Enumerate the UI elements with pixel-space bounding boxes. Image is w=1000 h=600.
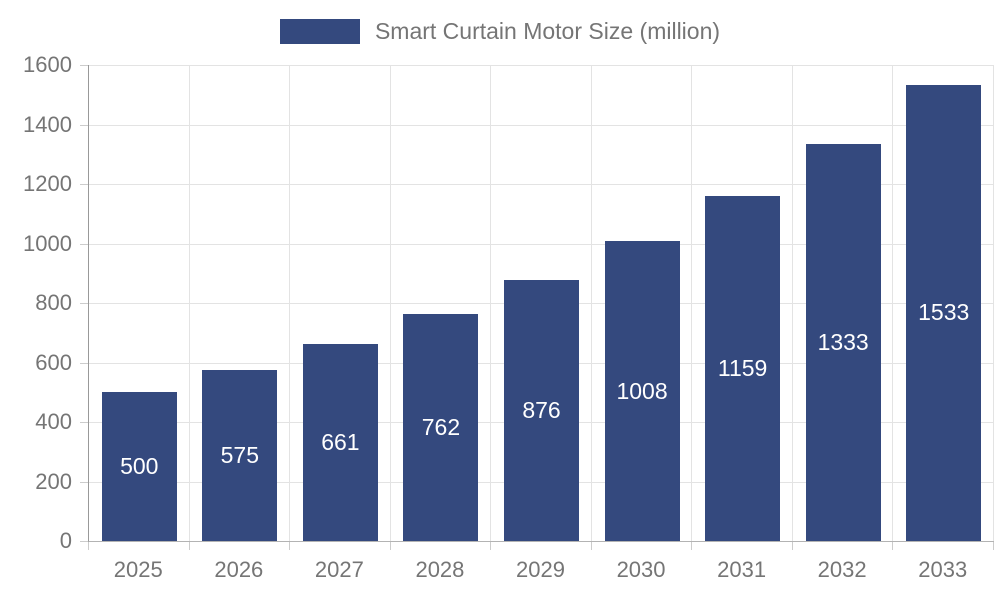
y-axis-tick-mark <box>80 303 88 304</box>
gridline-horizontal <box>89 184 994 185</box>
y-axis-tick-label: 1600 <box>23 52 72 77</box>
gridline-vertical <box>490 65 492 541</box>
legend-item[interactable]: Smart Curtain Motor Size (million) <box>0 18 1000 45</box>
bar-value-label: 1159 <box>717 355 768 382</box>
y-axis-tick-label: 1400 <box>23 111 72 137</box>
x-axis-tick-mark <box>892 542 894 550</box>
bar-2033: 1533 <box>906 84 982 541</box>
y-axis-tick-mark <box>80 124 88 126</box>
x-axis-tick-label: 2032 <box>817 557 867 582</box>
x-axis-tick-label: 2029 <box>516 557 565 582</box>
gridline-vertical <box>590 65 592 541</box>
y-axis-tick-mark <box>80 65 88 66</box>
gridline-horizontal <box>89 243 994 245</box>
gridline-vertical <box>993 65 994 541</box>
x-axis-tick-mark <box>289 542 291 550</box>
y-axis-tick-mark <box>80 541 88 542</box>
y-axis-tick-label: 600 <box>35 349 72 375</box>
y-axis-tick-label: 1200 <box>23 171 72 196</box>
x-axis-tick-label: 2027 <box>314 557 364 582</box>
bar-2026: 575 <box>202 369 278 541</box>
y-axis-tick-label: 800 <box>35 290 72 315</box>
y-axis-tick-mark <box>80 243 88 245</box>
y-axis-tick-label: 200 <box>35 468 72 494</box>
plot-area: 500 575 661 762 876 1008 1159 1333 1533 <box>88 65 994 542</box>
gridline-vertical <box>389 65 391 541</box>
bar-value-label: 1533 <box>918 299 970 326</box>
y-axis-tick-label: 400 <box>35 409 72 434</box>
x-axis-tick-mark <box>389 542 391 550</box>
y-axis-tick-mark <box>80 362 88 364</box>
y-axis-tick-mark <box>80 422 88 423</box>
legend-label: Smart Curtain Motor Size (million) <box>374 18 721 44</box>
bar-2027: 661 <box>302 344 378 541</box>
bar-value-label: 500 <box>120 453 159 480</box>
bar-2029: 876 <box>504 280 579 541</box>
y-axis-tick-mark <box>80 481 88 483</box>
bar-2025: 500 <box>101 392 177 541</box>
bar-2030: 1008 <box>604 241 680 541</box>
gridline-vertical <box>188 65 190 541</box>
x-axis-tick-label: 2025 <box>113 557 163 582</box>
gridline-horizontal <box>89 65 994 66</box>
bar-value-label: 1008 <box>616 377 668 404</box>
y-axis-tick-label: 1000 <box>23 230 72 256</box>
x-axis-tick-mark <box>691 542 693 550</box>
bar-2028: 762 <box>403 314 479 541</box>
gridline-vertical <box>892 65 894 541</box>
gridline-vertical <box>691 65 693 541</box>
y-axis-tick-mark <box>80 184 88 185</box>
x-axis-tick-label: 2028 <box>415 557 465 582</box>
x-axis-tick-mark <box>490 542 492 550</box>
bar-2032: 1333 <box>805 144 881 541</box>
x-axis-tick-mark <box>791 542 793 550</box>
gridline-vertical <box>791 65 793 541</box>
bar-2031: 1159 <box>705 196 781 541</box>
x-axis-tick-mark <box>188 542 190 550</box>
x-axis-tick-label: 2030 <box>616 557 666 582</box>
bar-value-label: 762 <box>421 414 461 441</box>
x-axis-tick-label: 2033 <box>918 557 968 582</box>
y-axis-tick-label: 0 <box>59 528 72 553</box>
x-axis-tick-mark <box>590 542 592 550</box>
bar-value-label: 1333 <box>817 329 869 356</box>
x-axis-tick-label: 2026 <box>214 557 264 582</box>
x-axis-tick-mark <box>88 542 89 550</box>
bar-value-label: 575 <box>220 441 260 468</box>
gridline-horizontal <box>89 124 994 126</box>
x-axis-tick-label: 2031 <box>717 557 767 582</box>
bar-value-label: 876 <box>522 397 561 424</box>
legend-swatch <box>279 19 360 44</box>
x-axis-tick-mark <box>993 542 994 550</box>
bar-value-label: 661 <box>321 429 360 456</box>
gridline-vertical <box>289 65 291 541</box>
